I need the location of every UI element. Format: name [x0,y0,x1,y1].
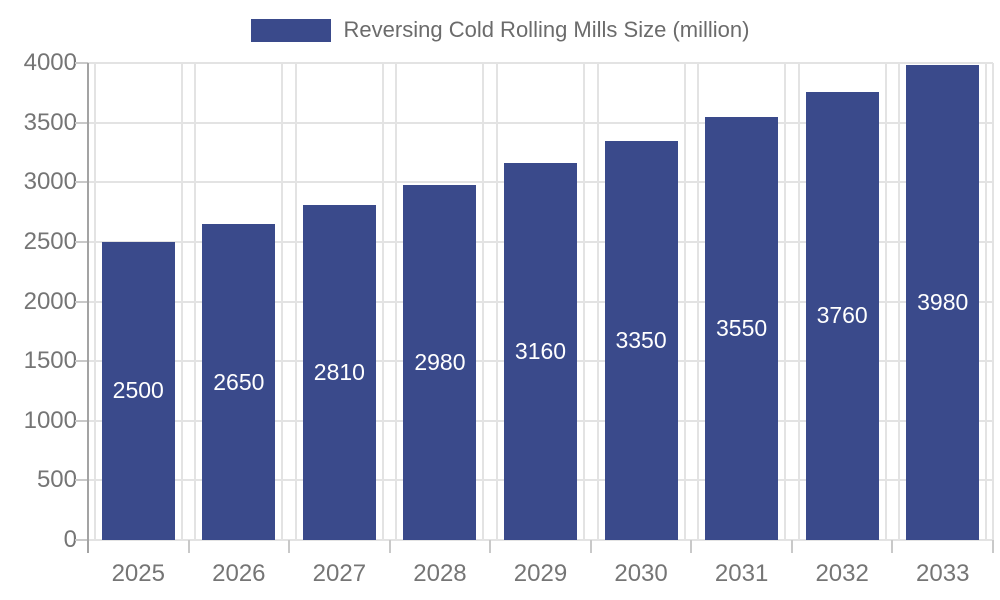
gridline-vertical [683,63,686,540]
gridline-vertical [898,63,901,540]
y-axis-tick [75,419,88,422]
y-axis-tick [75,479,88,482]
gridline-vertical [93,63,96,540]
bar: 3760 [805,91,879,540]
x-tick-label: 2026 [212,560,266,587]
gridline-vertical [294,63,297,540]
x-axis-tick [489,540,492,553]
bar: 3550 [705,116,779,540]
gridline-horizontal [88,539,993,541]
gridline-vertical [381,63,384,540]
x-tick-label: 2029 [513,560,568,587]
bar: 2650 [202,224,276,540]
y-axis-tick [75,121,88,124]
bar-value-label: 2980 [414,348,466,375]
y-tick-label: 4000 [23,49,77,76]
bar-value-label: 3160 [514,338,567,365]
bar: 3160 [504,163,577,540]
bar-value-label: 2810 [313,358,365,385]
y-axis-tick [75,539,88,541]
bar-value-label: 3760 [816,302,868,329]
bar-value-label: 2500 [112,377,164,404]
gridline-vertical [180,63,183,540]
y-axis-line [87,63,89,553]
plot-area: 0 500 1000 1500 2000 2500 3000 3500 4000 2500 2025… [24,51,994,587]
gridline-vertical [194,63,197,540]
bar: 2810 [302,204,376,540]
x-axis-tick [187,540,190,553]
gridline-vertical [596,63,599,540]
y-tick-label: 2500 [23,227,77,255]
y-tick-label: 2000 [23,287,77,315]
bar: 2980 [403,184,477,540]
gridline-vertical [797,63,800,540]
x-tick-label: 2028 [413,560,467,587]
x-axis-tick [992,540,994,553]
x-tick-label: 2031 [714,560,769,587]
chart-legend: Reversing Cold Rolling Mills Size (milli… [0,17,1000,42]
bar: 2500 [101,241,175,540]
x-tick-label: 2032 [815,560,869,587]
y-axis-tick [75,360,88,363]
y-axis-tick [75,240,88,243]
x-axis-tick [388,540,391,553]
bar-value-label: 3550 [716,314,768,341]
gridline-vertical [784,63,787,540]
gridline-vertical-right-edge [992,63,994,540]
gridline-vertical [697,63,700,540]
x-axis-tick [891,540,894,553]
gridline-vertical [496,63,498,540]
gridline-horizontal [88,121,993,124]
x-tick-label: 2025 [111,560,165,587]
x-tick-label: 2033 [916,560,970,587]
bar: 3980 [906,65,980,540]
gridline-vertical [985,63,988,540]
x-axis-tick [589,540,592,553]
y-tick-label: 0 [63,526,77,553]
gridline-vertical [281,63,284,540]
gridline-vertical [482,63,485,540]
y-axis-tick [75,300,88,303]
gridline-horizontal [88,62,993,64]
y-tick-label: 1000 [23,406,77,434]
y-tick-label: 1500 [23,347,77,375]
legend-swatch-icon [250,18,331,42]
y-axis-tick [75,62,88,64]
gridline-vertical [583,63,585,540]
x-axis-tick [288,540,291,553]
gridline-vertical [395,63,398,540]
bar: 3350 [604,140,678,540]
bar-value-label: 3980 [917,289,969,316]
x-tick-label: 2030 [614,560,668,587]
gridline-vertical [884,63,887,540]
y-tick-label: 500 [36,466,77,494]
y-axis-tick [75,181,88,184]
y-tick-label: 3500 [23,108,77,136]
bar-value-label: 2650 [213,368,265,395]
x-axis-tick [790,540,793,553]
legend-label: Reversing Cold Rolling Mills Size (milli… [343,17,750,42]
x-tick-label: 2027 [312,560,367,587]
y-tick-label: 3000 [23,168,77,196]
bar-value-label: 3350 [615,326,667,353]
x-axis-tick [690,540,693,553]
